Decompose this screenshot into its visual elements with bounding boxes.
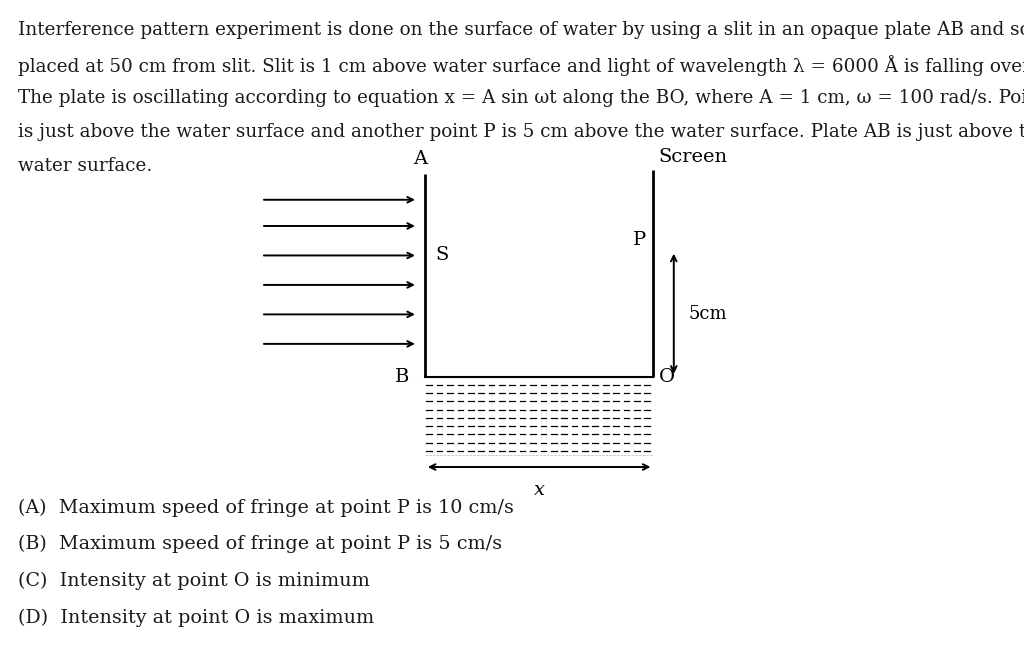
Text: placed at 50 cm from slit. Slit is 1 cm above water surface and light of wavelen: placed at 50 cm from slit. Slit is 1 cm …: [18, 55, 1024, 76]
Text: Screen: Screen: [658, 148, 728, 166]
Text: S: S: [435, 246, 449, 264]
Text: P: P: [633, 231, 646, 249]
Text: The plate is oscillating according to equation x = A sin ωt along the BO, where : The plate is oscillating according to eq…: [18, 89, 1024, 107]
Text: A: A: [413, 151, 427, 168]
Text: (A)  Maximum speed of fringe at point P is 10 cm/s: (A) Maximum speed of fringe at point P i…: [18, 498, 514, 517]
Text: (D)  Intensity at point O is maximum: (D) Intensity at point O is maximum: [18, 608, 375, 627]
Text: O: O: [658, 367, 675, 386]
Text: (C)  Intensity at point O is minimum: (C) Intensity at point O is minimum: [18, 572, 371, 590]
Text: is just above the water surface and another point P is 5 cm above the water surf: is just above the water surface and anot…: [18, 123, 1024, 141]
Text: 5cm: 5cm: [688, 305, 727, 323]
Text: x: x: [534, 481, 545, 499]
Text: (B)  Maximum speed of fringe at point P is 5 cm/s: (B) Maximum speed of fringe at point P i…: [18, 535, 503, 553]
Text: B: B: [395, 367, 410, 386]
Text: water surface.: water surface.: [18, 157, 153, 175]
Text: Interference pattern experiment is done on the surface of water by using a slit : Interference pattern experiment is done …: [18, 21, 1024, 39]
